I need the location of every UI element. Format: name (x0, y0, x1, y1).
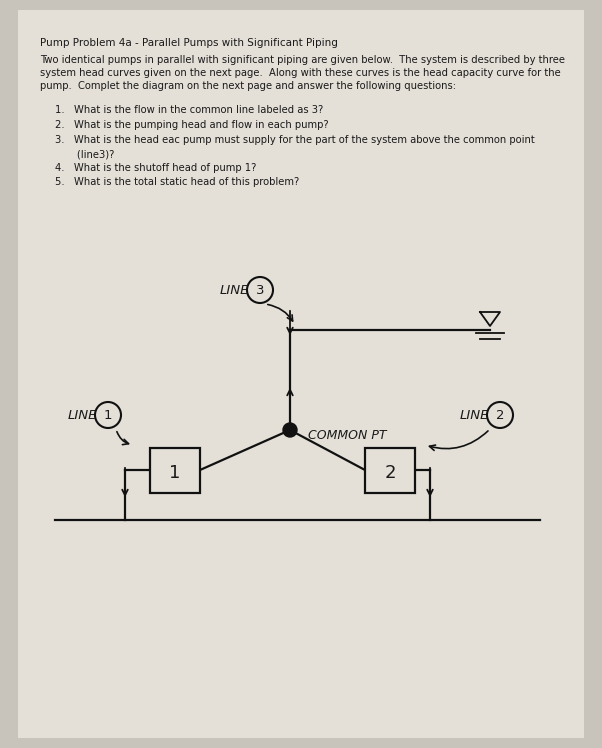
Text: 1: 1 (104, 408, 112, 422)
Text: system head curves given on the next page.  Along with these curves is the head : system head curves given on the next pag… (40, 68, 560, 78)
Text: 2.   What is the pumping head and flow in each pump?: 2. What is the pumping head and flow in … (55, 120, 329, 130)
FancyBboxPatch shape (18, 10, 584, 738)
FancyBboxPatch shape (365, 447, 415, 492)
Text: LINE: LINE (68, 408, 98, 422)
Text: 4.   What is the shutoff head of pump 1?: 4. What is the shutoff head of pump 1? (55, 163, 256, 173)
Text: 2: 2 (384, 464, 396, 482)
Text: LINE: LINE (460, 408, 489, 422)
Text: 1: 1 (169, 464, 181, 482)
Text: 3: 3 (256, 283, 264, 296)
Text: LINE: LINE (220, 283, 249, 296)
FancyBboxPatch shape (150, 447, 200, 492)
Text: pump.  Complet the diagram on the next page and answer the following questions:: pump. Complet the diagram on the next pa… (40, 81, 456, 91)
Text: Pump Problem 4a - Parallel Pumps with Significant Piping: Pump Problem 4a - Parallel Pumps with Si… (40, 38, 338, 48)
Text: 3.   What is the head eac pump must supply for the part of the system above the : 3. What is the head eac pump must supply… (55, 135, 535, 145)
Text: 2: 2 (496, 408, 504, 422)
Circle shape (283, 423, 297, 437)
Text: Two identical pumps in parallel with significant piping are given below.  The sy: Two identical pumps in parallel with sig… (40, 55, 565, 65)
Text: 5.   What is the total static head of this problem?: 5. What is the total static head of this… (55, 177, 299, 187)
Text: 1.   What is the flow in the common line labeled as 3?: 1. What is the flow in the common line l… (55, 105, 323, 115)
Text: COMMON PT: COMMON PT (308, 429, 386, 441)
Text: (line3)?: (line3)? (55, 149, 114, 159)
